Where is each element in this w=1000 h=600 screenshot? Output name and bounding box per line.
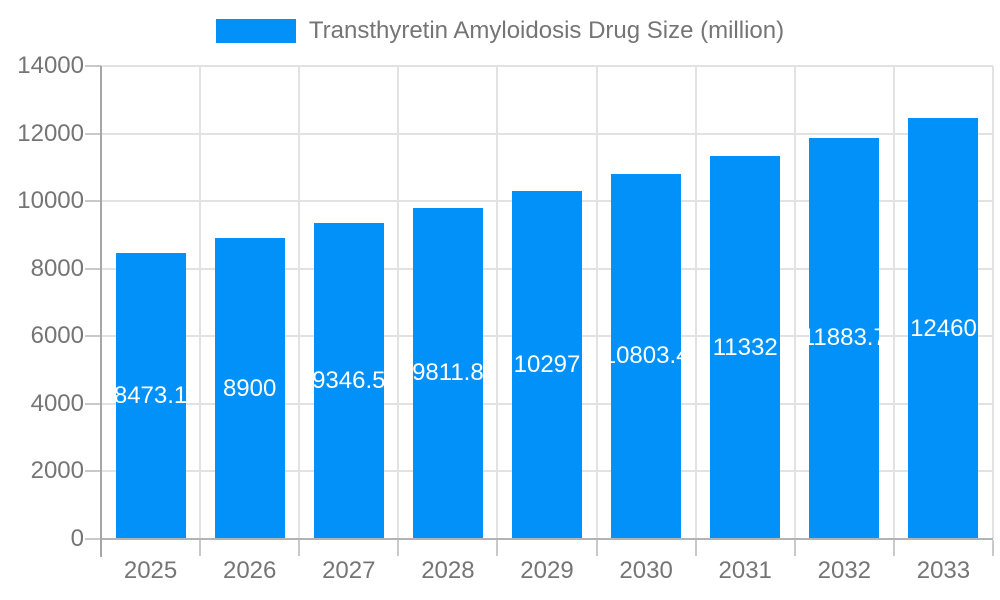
x-axis-tick — [595, 540, 598, 556]
y-axis-tick — [85, 538, 101, 540]
x-tick-label: 2029 — [520, 557, 574, 584]
y-axis-tick — [85, 65, 101, 67]
bar-value-label-wrap: 8473.1 — [116, 253, 186, 539]
bar[interactable] — [809, 137, 880, 539]
bar-value-label-wrap: 11883.7 — [809, 138, 879, 539]
y-tick-label: 6000 — [30, 322, 84, 350]
bar-value-label: 8900 — [222, 374, 277, 402]
bar-value-label: 9346.5 — [313, 367, 384, 395]
bar-value-label-wrap: 11332 — [710, 156, 780, 539]
y-axis-tick — [85, 335, 101, 338]
gridline-vertical — [595, 66, 598, 539]
bar-value-label: 11883.7 — [809, 324, 879, 352]
y-tick-label: 10000 — [17, 187, 84, 215]
gridline-horizontal — [101, 132, 993, 135]
bar-value-label: 8473.1 — [115, 381, 186, 409]
bar-value-label: 10803.4 — [611, 342, 681, 370]
x-tick-label: 2032 — [817, 557, 872, 584]
x-axis-tick — [892, 540, 895, 556]
x-axis-line — [101, 538, 993, 540]
gridline-vertical — [892, 66, 895, 539]
bar-value-label: 11332 — [712, 333, 778, 361]
y-tick-label: 12000 — [17, 119, 84, 147]
bar[interactable] — [710, 156, 781, 539]
bar[interactable] — [412, 207, 483, 539]
x-tick-label: 2030 — [619, 557, 673, 584]
gridline-vertical — [496, 66, 499, 539]
bar-value-label-wrap: 10297 — [512, 191, 582, 539]
legend-swatch-icon — [215, 19, 296, 43]
bar-value-label: 12460 — [910, 314, 977, 342]
bar-value-label-wrap: 8900 — [215, 238, 285, 539]
gridline-vertical — [298, 66, 301, 539]
bar-value-label: 10297 — [513, 351, 581, 379]
bar-value-label-wrap: 12460 — [908, 118, 978, 539]
gridline-horizontal — [101, 65, 993, 67]
x-tick-label: 2028 — [421, 557, 475, 584]
x-axis-tick — [298, 540, 301, 556]
chart-legend[interactable]: Transthyretin Amyloidosis Drug Size (mil… — [0, 17, 1000, 45]
y-axis-tick — [85, 132, 101, 135]
x-tick-label: 2025 — [123, 557, 178, 584]
x-tick-label: 2026 — [222, 557, 277, 584]
gridline-vertical — [397, 66, 400, 539]
y-axis-tick — [85, 200, 101, 203]
bar-value-label-wrap: 10803.4 — [611, 174, 681, 539]
gridline-vertical — [199, 66, 202, 539]
x-axis-tick — [199, 540, 202, 556]
x-tick-label: 2027 — [322, 557, 376, 584]
x-axis-tick — [992, 540, 994, 556]
bar-value-label-wrap: 9811.8 — [413, 208, 483, 539]
bar[interactable] — [908, 118, 979, 539]
x-axis-tick — [496, 540, 499, 556]
gridline-vertical — [992, 66, 994, 539]
x-axis-labels: 2025 2026 2027 2028 2029 2030 2031 2032 2033 — [101, 556, 993, 586]
y-tick-label: 8000 — [30, 254, 84, 282]
bar[interactable] — [115, 252, 186, 539]
y-axis-tick — [85, 470, 101, 473]
y-axis-tick — [85, 402, 101, 405]
bar[interactable] — [611, 173, 682, 539]
bar[interactable] — [214, 238, 285, 539]
bar-value-label: 9811.8 — [412, 359, 483, 387]
gridline-vertical — [694, 66, 697, 539]
y-tick-label: 4000 — [30, 389, 84, 417]
y-tick-label: 14000 — [17, 52, 84, 79]
y-tick-label: 0 — [70, 525, 84, 552]
legend-label: Transthyretin Amyloidosis Drug Size (mil… — [308, 17, 785, 44]
x-tick-label: 2033 — [916, 557, 971, 584]
x-axis-tick — [397, 540, 400, 556]
plot-area: 8473.1 8900 9346.5 9811.8 10297 10803.4 11332 1… — [101, 65, 994, 539]
gridline-vertical — [793, 66, 796, 539]
x-tick-label: 2031 — [718, 557, 772, 584]
y-axis-tick — [85, 267, 101, 270]
bar-value-label-wrap: 9346.5 — [314, 223, 384, 539]
y-axis-line — [100, 66, 102, 557]
y-tick-label: 2000 — [30, 457, 84, 485]
x-axis-tick — [694, 540, 697, 556]
x-axis-tick — [793, 540, 796, 556]
bar[interactable] — [512, 191, 582, 539]
bar[interactable] — [313, 223, 384, 539]
